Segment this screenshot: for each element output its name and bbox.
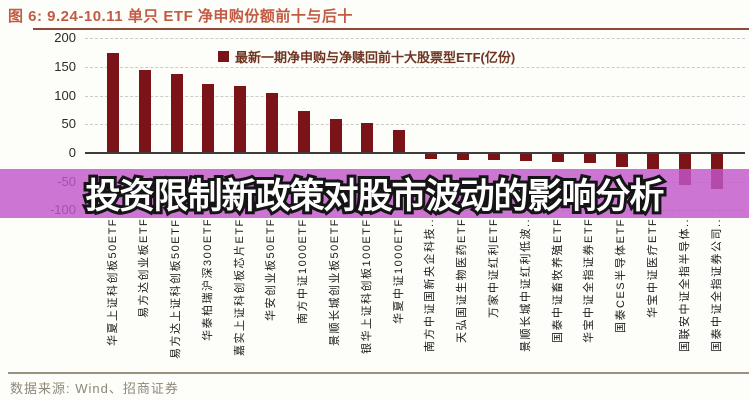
gridline-50 [85, 124, 745, 126]
bar-10 [393, 129, 406, 153]
y-axis-label-200: 200 [54, 30, 76, 46]
bar-11 [424, 154, 437, 160]
bar-14 [520, 154, 533, 161]
y-axis-label-150: 150 [54, 59, 76, 75]
x-axis-label-19: 国联安中证全指半导体.. [678, 217, 691, 352]
x-axis-label-15: 国泰中证畜牧养殖ETF [551, 217, 564, 343]
data-source-text: 数据来源: Wind、招商证券 [10, 381, 179, 396]
gridline-150 [85, 67, 745, 69]
x-axis-label-11: 南方中证国新央企科技.. [424, 217, 437, 352]
x-axis-label-3: 易方达上证科创板50ETF [170, 218, 183, 359]
x-axis-label-7: 南方中证1000ETF [297, 218, 310, 324]
bar-2 [138, 70, 151, 153]
x-axis-label-9: 银华上证科创板100ETF [360, 218, 373, 354]
bar-13 [488, 154, 501, 161]
x-axis-label-12: 天弘国证生物医药ETF [456, 217, 469, 343]
bar-8 [329, 119, 342, 153]
x-axis-label-6: 华安创业板50ETF [265, 217, 278, 321]
y-axis-label-50: 50 [61, 116, 76, 132]
x-axis-label-4: 华泰柏瑞沪深300ETF [201, 217, 214, 341]
x-axis-label-14: 景顺长城中证红利低波.. [519, 217, 532, 352]
watermark-text: 投资限制新政策对股市波动的影响分析 [82, 174, 667, 219]
x-axis-label-16: 华宝中证全指证券ETF [583, 217, 596, 343]
bar-12 [456, 154, 469, 160]
bar-7 [297, 111, 310, 153]
x-axis-line [85, 152, 745, 154]
x-axis-label-5: 嘉实上证科创板芯片ETF [233, 218, 246, 356]
x-axis-label-10: 华夏中证1000ETF [392, 218, 405, 324]
footer-divider [8, 372, 749, 374]
x-axis-label-20: 国泰中证全指证券公司.. [710, 217, 723, 352]
bar-15 [552, 154, 565, 163]
x-axis-label-8: 景顺长城创业板50ETF [329, 217, 342, 346]
y-axis-label-0: 0 [68, 145, 76, 160]
gridline-100 [85, 95, 745, 97]
x-axis-label-1: 华夏上证科创板50ETF [106, 217, 119, 346]
bar-3 [170, 74, 183, 153]
bar-18 [647, 154, 660, 170]
x-axis-label-18: 华宝中证医疗ETF [646, 217, 659, 318]
x-axis-label-2: 易方达创业板ETF [138, 217, 151, 318]
bar-4 [202, 83, 215, 153]
x-axis-label-13: 万家中证红利ETF [487, 217, 500, 318]
bar-5 [234, 85, 247, 153]
bar-9 [361, 123, 374, 153]
watermark-banner: 投资限制新政策对股市波动的影响分析 [0, 169, 749, 219]
bar-17 [615, 154, 628, 167]
y-axis-label-100: 100 [54, 87, 76, 103]
bar-6 [265, 93, 278, 153]
bar-16 [583, 154, 596, 163]
x-axis-label-17: 国泰CES半导体ETF [615, 218, 628, 333]
legend-marker [218, 51, 229, 62]
figure-title: 图 6: 9.24-10.11 单只 ETF 净申购份额前十与后十 [8, 8, 353, 25]
chart-legend: 最新一期净申购与净赎回前十大股票型ETF(亿份) [218, 47, 515, 66]
gridline-200 [85, 38, 745, 40]
title-divider [33, 28, 749, 30]
bar-1 [107, 53, 119, 153]
legend-label: 最新一期净申购与净赎回前十大股票型ETF(亿份) [235, 50, 516, 65]
